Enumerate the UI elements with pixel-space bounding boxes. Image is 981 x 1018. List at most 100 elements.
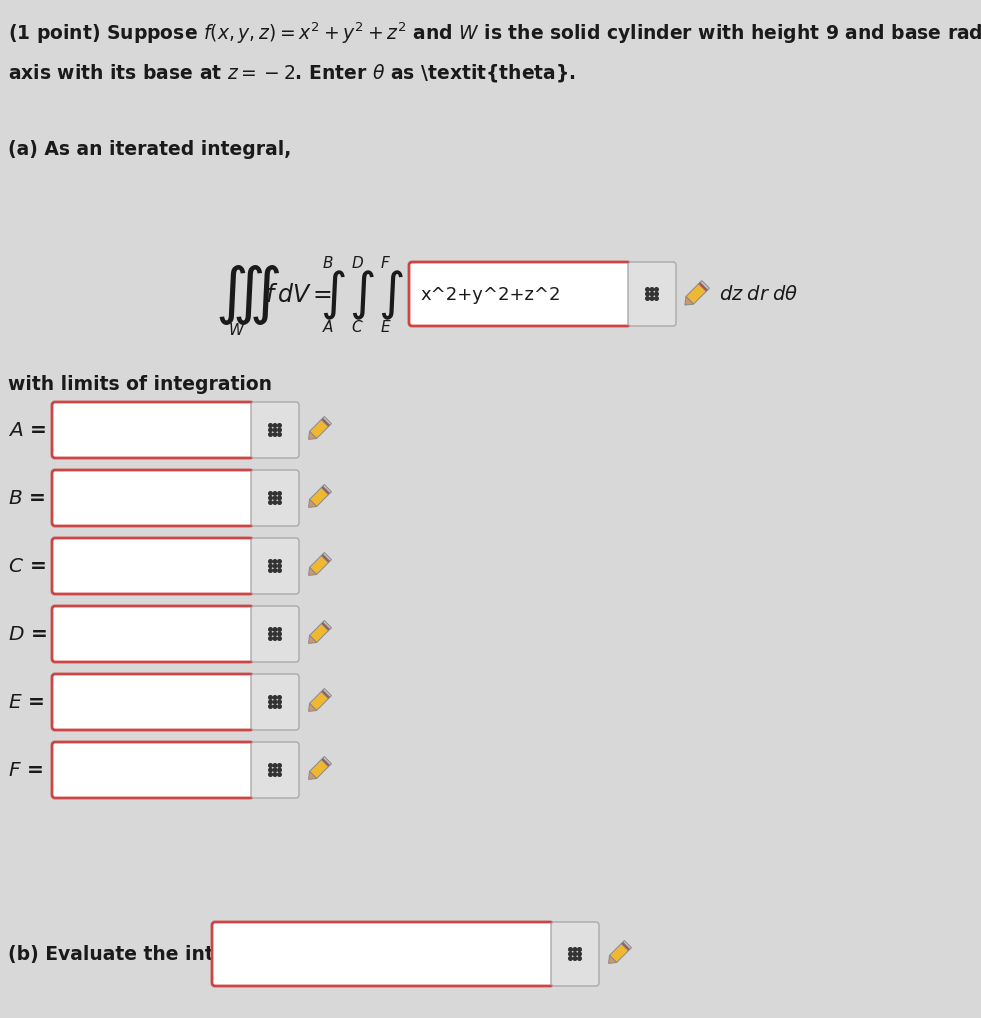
Circle shape [269,695,273,699]
Text: $F$ =: $F$ = [8,760,43,780]
Text: $B$ =: $B$ = [8,489,45,508]
Text: $\int$: $\int$ [349,269,375,322]
Text: axis with its base at $z = -2$. Enter $\theta$ as \textit{theta}.: axis with its base at $z = -2$. Enter $\… [8,62,576,83]
Circle shape [269,560,273,563]
Text: $D$ =: $D$ = [8,624,47,643]
Circle shape [269,433,273,437]
FancyBboxPatch shape [251,470,299,526]
Polygon shape [309,432,317,440]
Circle shape [269,496,273,500]
Polygon shape [609,944,629,962]
Circle shape [278,429,282,432]
Text: $dz\;dr\;d\theta$: $dz\;dr\;d\theta$ [719,285,799,304]
Text: $f\,dV =$: $f\,dV =$ [265,283,333,307]
Text: $W$: $W$ [228,322,245,338]
Text: $C$: $C$ [351,319,364,335]
Circle shape [278,501,282,504]
Circle shape [278,700,282,703]
Polygon shape [309,567,317,575]
Circle shape [573,948,577,951]
FancyBboxPatch shape [212,922,553,986]
Polygon shape [698,282,708,291]
Text: $C$ =: $C$ = [8,557,46,575]
Polygon shape [323,485,332,493]
Polygon shape [309,556,329,574]
FancyBboxPatch shape [52,538,253,593]
Polygon shape [309,635,317,643]
Circle shape [273,773,277,777]
Polygon shape [309,500,317,507]
FancyBboxPatch shape [251,742,299,798]
Polygon shape [309,419,329,439]
Text: (1 point) Suppose $f(x, y, z) = x^2 + y^2 + z^2$ and $W$ is the solid cylinder w: (1 point) Suppose $f(x, y, z) = x^2 + y^… [8,20,981,46]
Circle shape [573,952,577,956]
FancyBboxPatch shape [52,402,253,458]
Circle shape [569,952,572,956]
Polygon shape [686,284,706,304]
Circle shape [278,704,282,709]
Circle shape [569,957,572,960]
FancyBboxPatch shape [251,402,299,458]
Circle shape [269,429,273,432]
Polygon shape [322,554,330,563]
Polygon shape [700,281,709,290]
Circle shape [645,292,649,296]
Circle shape [269,423,273,428]
Circle shape [278,636,282,640]
Text: $E$ =: $E$ = [8,692,44,712]
Circle shape [278,560,282,563]
Circle shape [278,492,282,496]
Circle shape [654,292,658,296]
FancyBboxPatch shape [52,674,253,730]
Polygon shape [685,296,694,305]
Polygon shape [323,553,332,561]
Text: $\int$: $\int$ [320,269,345,322]
Circle shape [273,636,277,640]
Polygon shape [322,758,330,767]
Circle shape [273,704,277,709]
Polygon shape [322,690,330,698]
Text: $D$: $D$ [351,254,364,271]
Circle shape [273,700,277,703]
Circle shape [278,764,282,768]
Text: $\iiint$: $\iiint$ [215,263,280,327]
Text: $\int$: $\int$ [378,269,404,322]
Circle shape [273,564,277,568]
Text: $A$: $A$ [322,319,335,335]
Circle shape [273,569,277,572]
Circle shape [654,296,658,300]
Text: with limits of integration: with limits of integration [8,375,272,394]
Circle shape [645,288,649,291]
Circle shape [278,628,282,631]
Circle shape [654,288,658,291]
Circle shape [269,632,273,636]
Circle shape [278,564,282,568]
FancyBboxPatch shape [52,742,253,798]
Circle shape [273,501,277,504]
Circle shape [269,501,273,504]
Polygon shape [309,691,329,711]
Circle shape [269,773,273,777]
Text: x^2+y^2+z^2: x^2+y^2+z^2 [420,286,560,304]
Circle shape [278,773,282,777]
Polygon shape [309,703,317,712]
FancyBboxPatch shape [251,538,299,593]
Polygon shape [323,756,332,766]
Circle shape [278,496,282,500]
Circle shape [273,632,277,636]
Circle shape [269,492,273,496]
Circle shape [650,296,653,300]
Polygon shape [608,955,617,963]
FancyBboxPatch shape [628,262,676,326]
Circle shape [269,704,273,709]
Circle shape [645,296,649,300]
Text: $B$: $B$ [322,254,334,271]
Circle shape [269,564,273,568]
Circle shape [650,292,653,296]
Circle shape [273,433,277,437]
Circle shape [269,628,273,631]
Circle shape [578,948,582,951]
Circle shape [569,948,572,951]
Circle shape [273,628,277,631]
FancyBboxPatch shape [251,606,299,662]
